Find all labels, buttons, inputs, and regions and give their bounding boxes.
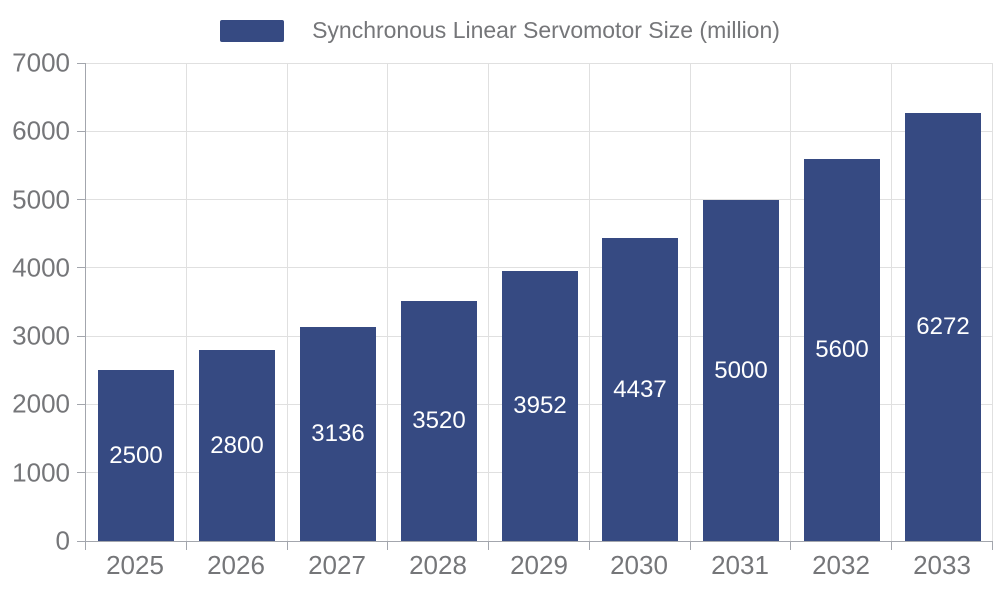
y-tick-label: 2000 [12,388,70,419]
bar-2030[interactable]: 4437 [602,238,678,541]
y-tick-label: 6000 [12,115,70,146]
gridline-vertical [589,63,590,541]
y-axis-tick [77,63,85,64]
bar-value-label: 3136 [311,420,365,447]
bar-2029[interactable]: 3952 [502,271,578,541]
y-tick-label: 1000 [12,457,70,488]
plot-area: 2500 2800 3136 3520 3952 4437 5000 5600 6272 [77,63,993,550]
gridline-horizontal [86,199,993,201]
gridline-vertical [488,63,489,541]
y-axis-tick [77,335,85,337]
bar-2028[interactable]: 3520 [401,301,477,541]
x-axis-tick [992,542,993,550]
bar-value-label: 2500 [109,441,163,469]
x-axis-labels: 2025 2026 2027 2028 2029 2030 2031 2032 2033 [0,550,1000,582]
x-tick-label: 2026 [207,550,265,580]
bar-value-label: 5600 [815,336,869,363]
y-tick-label: 0 [55,525,70,556]
x-tick-label: 2028 [409,550,467,580]
x-axis-tick [85,542,86,550]
gridline-horizontal [86,130,993,132]
x-axis-tick [589,542,590,550]
y-axis-tick [77,267,85,269]
y-axis-tick [77,130,85,132]
legend-label: Synchronous Linear Servomotor Size (mill… [312,17,780,43]
bar-value-label: 5000 [714,356,768,384]
x-tick-label: 2027 [308,550,366,580]
gridline-vertical [790,63,791,541]
x-tick-label: 2025 [106,550,164,580]
y-axis-tick [77,403,85,405]
gridline-vertical [992,63,993,541]
legend[interactable]: Synchronous Linear Servomotor Size (mill… [0,17,1000,44]
y-tick-label: 7000 [12,47,70,78]
y-axis-tick [77,199,85,201]
bar-value-label: 3520 [412,407,466,434]
gridline-vertical [186,63,187,541]
bar-2031[interactable]: 5000 [703,200,779,541]
x-axis-tick [891,542,892,550]
x-axis-tick [790,542,791,550]
gridline-horizontal [86,267,993,269]
y-tick-label: 5000 [12,184,70,215]
gridline-vertical [891,63,892,541]
bar-value-label: 3952 [513,392,567,419]
x-tick-label: 2032 [812,550,870,580]
legend-swatch [220,19,285,42]
bar-2033[interactable]: 6272 [905,113,981,541]
bar-value-label: 6272 [916,313,970,340]
y-tick-label: 3000 [12,320,70,351]
y-axis-tick [77,472,85,474]
y-axis-tick [77,540,85,542]
x-tick-label: 2030 [610,550,668,580]
bar-value-label: 4437 [613,375,667,403]
x-axis-tick [287,542,288,550]
bar-2032[interactable]: 5600 [804,159,880,541]
x-axis-tick [488,542,489,550]
gridline-vertical [387,63,388,541]
gridline-vertical [287,63,288,541]
bar-value-label: 2800 [210,431,264,459]
y-axis-labels: 0 1000 2000 3000 4000 5000 6000 7000 [0,48,70,556]
x-tick-label: 2029 [510,550,568,580]
x-tick-label: 2031 [711,550,769,580]
x-tick-label: 2033 [913,550,971,580]
bar-2025[interactable]: 2500 [98,370,174,541]
x-axis-tick [186,542,187,550]
x-axis-tick [690,542,691,550]
gridline-vertical [690,63,691,541]
y-tick-label: 4000 [12,252,70,283]
x-axis-tick [387,542,388,550]
bar-2026[interactable]: 2800 [199,350,275,541]
gridline-horizontal [86,63,993,64]
bar-2027[interactable]: 3136 [300,327,376,541]
